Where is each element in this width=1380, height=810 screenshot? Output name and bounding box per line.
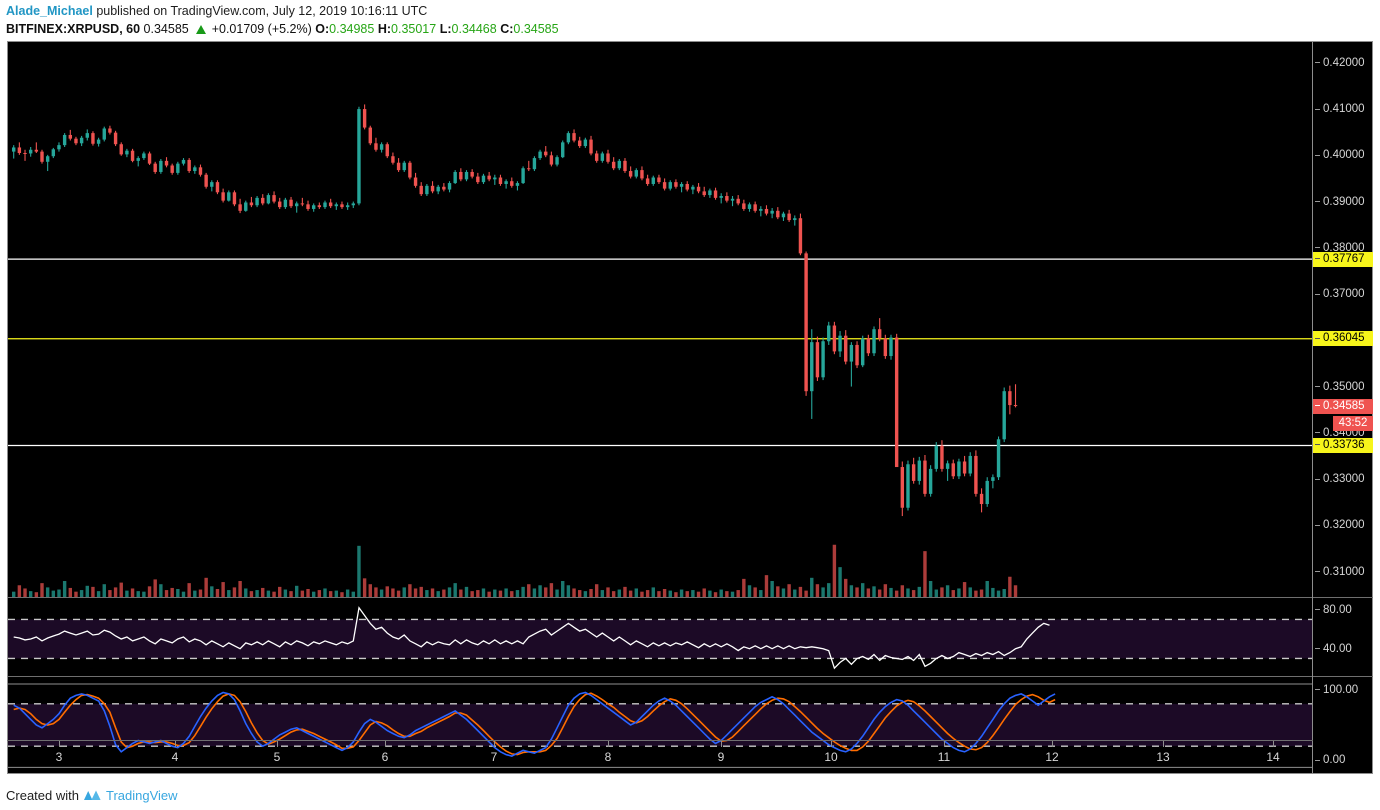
chart-canvas[interactable]	[7, 41, 1313, 774]
time-axis[interactable]: 3 4 5 6 7 8 9 10 11 12 13 14	[7, 740, 1313, 773]
candle-series	[12, 104, 1018, 517]
time-gridtick	[1052, 741, 1053, 747]
footer-text: Created with	[6, 787, 79, 803]
time-tick-label: 7	[490, 750, 498, 764]
high-label: H:	[377, 22, 392, 36]
low-label: L:	[439, 22, 452, 36]
price-tick: 0.41000	[1313, 102, 1373, 116]
symbol-quote-line: BITFINEX:XRPUSD, 60 0.34585 +0.01709 (+5…	[6, 21, 1366, 37]
rsi-tick: 40.00	[1313, 642, 1373, 656]
time-gridtick	[494, 741, 495, 747]
time-tick-label: 11	[937, 750, 951, 764]
stoch-k-line	[13, 691, 1056, 757]
stoch-d-line	[13, 692, 1056, 756]
last-price: 0.34585	[143, 22, 189, 36]
time-tick-label: 13	[1156, 750, 1170, 764]
low-value: 0.34468	[451, 22, 497, 36]
high-value: 0.35017	[391, 22, 437, 36]
price-change: +0.01709 (+5.2%)	[211, 22, 312, 36]
time-tick-label: 6	[381, 750, 389, 764]
publish-line: Alade_Michael published on TradingView.c…	[6, 4, 1366, 19]
price-tick: 0.42000	[1313, 56, 1373, 70]
current-price-pill[interactable]: 0.34585	[1313, 398, 1373, 414]
rsi-tick: 80.00	[1313, 603, 1373, 617]
time-gridtick	[1163, 741, 1164, 747]
time-gridtick	[1273, 741, 1274, 747]
close-value: 0.34585	[513, 22, 559, 36]
price-tick: 0.31000	[1313, 565, 1373, 579]
publish-text: published on TradingView.com, July 12, 2…	[96, 4, 428, 18]
price-level-pill[interactable]: 0.36045	[1313, 331, 1373, 347]
axis-pane-separator	[1313, 676, 1373, 677]
volume-series	[12, 544, 1018, 597]
tradingview-logo-icon	[83, 788, 102, 802]
open-label: O:	[315, 22, 330, 36]
time-tick-label: 3	[55, 750, 63, 764]
time-gridtick	[831, 741, 832, 747]
price-level-pill[interactable]: 0.33736	[1313, 438, 1373, 454]
symbol-label[interactable]: BITFINEX:XRPUSD, 60	[6, 22, 141, 36]
stoch-tick: 0.00	[1313, 753, 1373, 767]
price-tick: 0.33000	[1313, 472, 1373, 486]
time-tick-label: 5	[273, 750, 281, 764]
brand-name: TradingView	[105, 787, 178, 803]
rsi-line	[13, 606, 1050, 670]
axis-pane-separator	[1313, 597, 1373, 598]
time-tick-label: 4	[171, 750, 179, 764]
price-level-pill[interactable]: 0.37767	[1313, 251, 1373, 267]
rsi-band-fill	[8, 619, 1312, 659]
time-tick-label: 9	[717, 750, 725, 764]
time-gridtick	[277, 741, 278, 747]
time-gridtick	[608, 741, 609, 747]
price-tick: 0.32000	[1313, 518, 1373, 532]
time-gridtick	[944, 741, 945, 747]
chart-header: Alade_Michael published on TradingView.c…	[6, 4, 1366, 37]
price-axis[interactable]: 0.42000 0.41000 0.40000 0.39000 0.38000 0.370…	[1313, 41, 1373, 774]
author-name[interactable]: Alade_Michael	[6, 4, 93, 18]
open-value: 0.34985	[329, 22, 375, 36]
price-tick: 0.38000	[1313, 241, 1373, 255]
time-tick-label: 12	[1045, 750, 1059, 764]
price-tick: 0.35000	[1313, 380, 1373, 394]
time-gridtick	[175, 741, 176, 747]
time-tick-label: 14	[1266, 750, 1280, 764]
time-gridtick	[721, 741, 722, 747]
stoch-tick: 100.00	[1313, 683, 1373, 697]
footer: Created with TradingView	[6, 785, 178, 805]
time-tick-label: 10	[824, 750, 838, 764]
time-gridtick	[385, 741, 386, 747]
up-triangle-icon	[196, 25, 207, 34]
time-gridtick	[59, 741, 60, 747]
price-tick: 0.37000	[1313, 287, 1373, 301]
close-label: C:	[500, 22, 514, 36]
price-tick: 0.40000	[1313, 148, 1373, 162]
bar-countdown: 43:52	[1333, 415, 1373, 431]
price-tick: 0.39000	[1313, 195, 1373, 209]
stoch-band-fill	[8, 703, 1312, 747]
chart-plot[interactable]	[8, 42, 1312, 773]
time-tick-label: 8	[604, 750, 612, 764]
